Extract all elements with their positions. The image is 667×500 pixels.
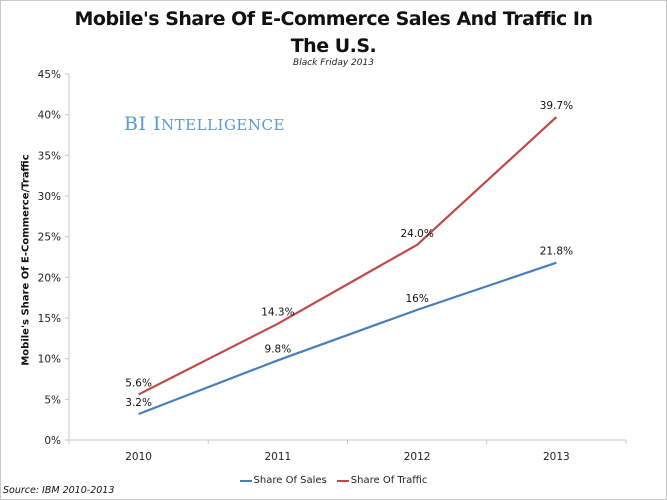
source-note: Source: IBM 2010-2013 bbox=[3, 485, 115, 496]
x-ticks: 2010 2011 2012 2013 bbox=[68, 440, 627, 463]
data-label: 24.0% bbox=[400, 228, 433, 240]
y-ticks: 0% 5% 10% 15% 20% 25% 30% 35% 40% 45% bbox=[38, 69, 69, 447]
y-tick-label: 0% bbox=[44, 435, 61, 447]
legend-label: Share Of Sales bbox=[253, 475, 327, 486]
y-tick-label: 5% bbox=[44, 394, 61, 406]
data-label: 14.3% bbox=[261, 307, 294, 319]
legend-label: Share Of Traffic bbox=[350, 475, 428, 486]
data-label: 39.7% bbox=[540, 100, 573, 112]
series-line-traffic bbox=[138, 116, 558, 396]
legend-swatch bbox=[239, 479, 252, 482]
x-tick-label: 2012 bbox=[404, 451, 431, 463]
data-label: 9.8% bbox=[265, 343, 292, 355]
x-tick-label: 2013 bbox=[543, 451, 570, 463]
bi-intelligence-watermark: BI INTELLIGENCE bbox=[124, 113, 285, 135]
x-tick-label: 2010 bbox=[125, 451, 152, 463]
y-tick-label: 40% bbox=[38, 110, 61, 122]
x-tick-label: 2011 bbox=[265, 451, 292, 463]
data-labels: 3.2% 9.8% 16% 21.8% 5.6% 14.3% 24.0% 39.7% bbox=[125, 100, 573, 409]
y-tick-label: 35% bbox=[38, 150, 61, 162]
y-tick-label: 30% bbox=[38, 191, 61, 203]
chart-title-line-1: Mobile's Share Of E-Commerce Sales And T… bbox=[74, 8, 593, 30]
series-lines bbox=[138, 116, 558, 415]
chart-subtitle: Black Friday 2013 bbox=[293, 58, 374, 68]
y-tick-label: 45% bbox=[38, 69, 61, 81]
legend-item-sales: Share Of Sales bbox=[239, 475, 327, 486]
chart-title-line-2: The U.S. bbox=[290, 35, 377, 57]
data-label: 21.8% bbox=[540, 246, 573, 258]
data-label: 5.6% bbox=[125, 377, 152, 389]
legend-item-traffic: Share Of Traffic bbox=[336, 475, 428, 486]
data-label: 3.2% bbox=[125, 397, 152, 409]
legend-swatch bbox=[336, 479, 349, 482]
y-tick-label: 15% bbox=[38, 313, 61, 325]
y-tick-label: 25% bbox=[38, 232, 61, 244]
watermark-main: BI I bbox=[124, 113, 162, 135]
watermark-small-caps: NTELLIGENCE bbox=[161, 116, 285, 134]
legend: Share Of Sales Share Of Traffic bbox=[0, 475, 667, 486]
data-label: 16% bbox=[405, 293, 428, 305]
y-tick-label: 10% bbox=[38, 354, 61, 366]
series-line-sales bbox=[138, 261, 557, 415]
chart-title: Mobile's Share Of E-Commerce Sales And T… bbox=[0, 6, 667, 60]
y-tick-label: 20% bbox=[38, 272, 61, 284]
